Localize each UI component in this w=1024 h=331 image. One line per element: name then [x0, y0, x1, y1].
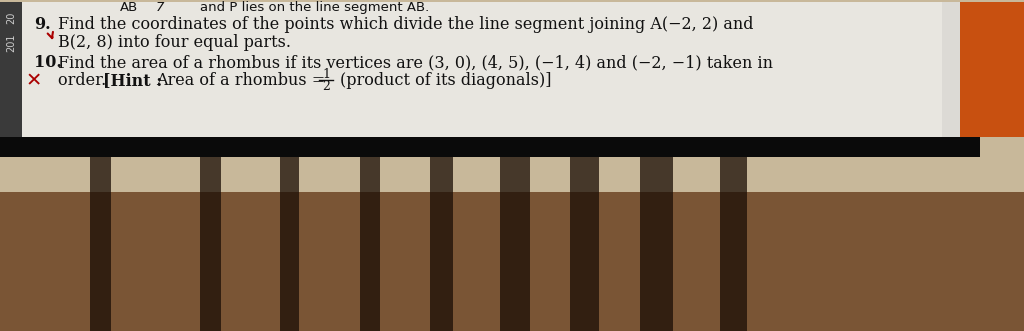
Bar	[720, 157, 743, 331]
Bar	[430, 157, 460, 331]
Bar	[200, 157, 218, 331]
Bar	[961, 2, 1024, 137]
Bar	[90, 157, 111, 331]
Bar	[360, 157, 392, 331]
Text: 9.: 9.	[34, 16, 50, 33]
Text: Area of a rhombus =: Area of a rhombus =	[156, 72, 331, 89]
Bar	[0, 2, 22, 137]
Text: Find the coordinates of the points which divide the line segment joining A(−2, 2: Find the coordinates of the points which…	[58, 16, 754, 33]
Text: 20: 20	[6, 12, 16, 24]
Text: [Hint :: [Hint :	[103, 72, 168, 89]
Bar	[570, 157, 589, 331]
Bar	[0, 127, 980, 157]
Text: 1: 1	[322, 68, 330, 81]
Bar	[280, 157, 300, 331]
Bar	[640, 157, 662, 331]
Text: and P lies on the line segment AB.: and P lies on the line segment AB.	[200, 1, 429, 14]
Bar	[22, 2, 942, 137]
Text: 10.: 10.	[34, 54, 61, 71]
Bar	[22, 2, 972, 137]
Text: Find the area of a rhombus if its vertices are (3, 0), (4, 5), (−1, 4) and (−2, : Find the area of a rhombus if its vertic…	[58, 54, 773, 71]
Text: order.: order.	[58, 72, 112, 89]
Text: (product of its diagonals)]: (product of its diagonals)]	[340, 72, 552, 89]
Bar	[0, 192, 1024, 331]
Text: 201: 201	[6, 33, 16, 52]
Text: AB: AB	[120, 1, 138, 14]
Text: B(2, 8) into four equal parts.: B(2, 8) into four equal parts.	[58, 34, 291, 51]
Text: ✕: ✕	[26, 71, 42, 90]
Bar	[500, 157, 522, 331]
Text: 2: 2	[323, 80, 330, 93]
Text: 7: 7	[156, 1, 164, 14]
